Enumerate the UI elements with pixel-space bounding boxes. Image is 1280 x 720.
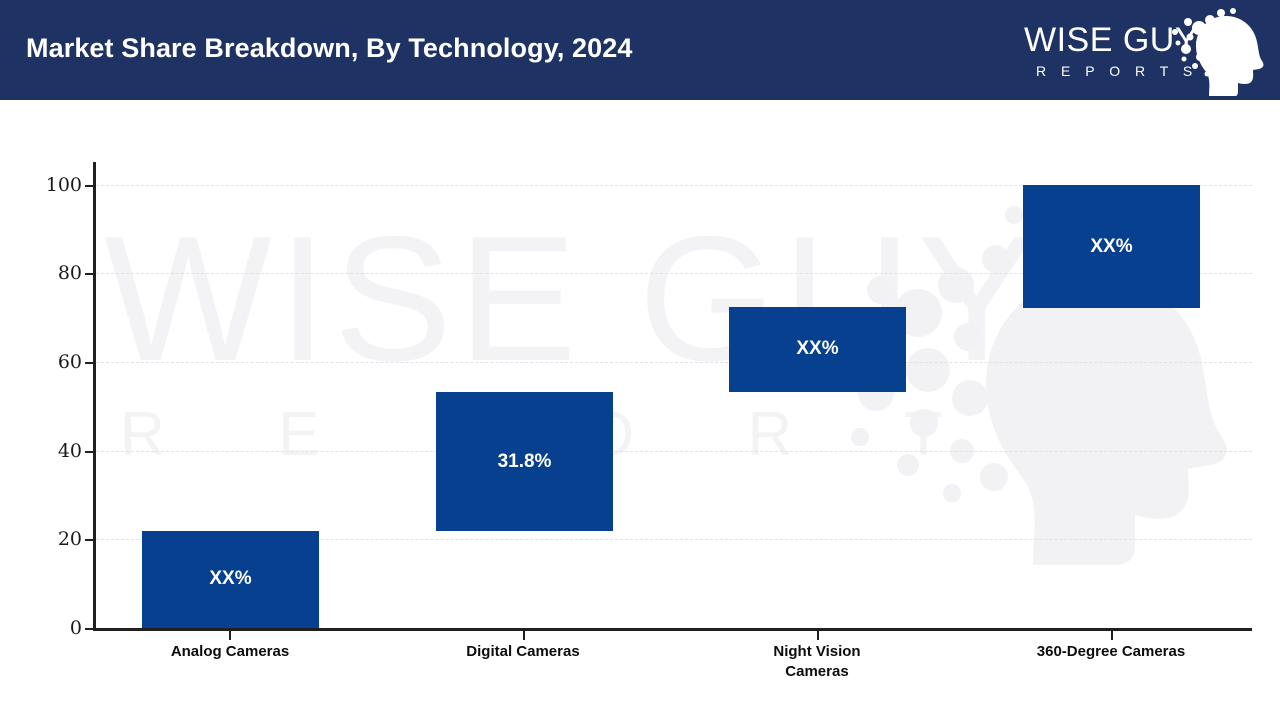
chart-container: WISE GUY R E P O R T S 10 [0, 100, 1280, 720]
xtick-label-analog-cameras: Analog Cameras [170, 643, 290, 660]
ytick-mark-100 [85, 185, 94, 187]
xtick-label-360-degree-cameras: 360-Degree Cameras [1036, 643, 1186, 660]
xtick-label-night-vision-cameras: Night Vision Cameras [692, 642, 942, 682]
header-bar: Market Share Breakdown, By Technology, 2… [0, 0, 1280, 100]
y-axis-line [93, 162, 96, 630]
ytick-mark-60 [85, 362, 94, 364]
ytick-label-20: 20 [57, 528, 82, 550]
logo-wordmark-primary: WISE GUY [1024, 21, 1198, 59]
ytick-mark-0 [85, 628, 94, 630]
ytick-mark-80 [85, 273, 94, 275]
xtick-mark-digital-cameras [523, 631, 525, 640]
ytick-label-0: 0 [69, 617, 82, 639]
bar-label-analog-cameras: XX% [209, 568, 252, 589]
xtick-mark-analog-cameras [229, 631, 231, 640]
bar-night-vision-cameras[interactable]: XX% [729, 307, 906, 392]
logo-wordmark-secondary: R E P O R T S [1036, 63, 1198, 79]
wise-guy-reports-logo: WISE GUY R E P O R T S [1024, 8, 1264, 96]
page-title: Market Share Breakdown, By Technology, 2… [26, 33, 633, 63]
x-axis-line [93, 628, 1252, 631]
xtick-mark-night-vision-cameras [817, 631, 819, 640]
logo-head-icon [1172, 8, 1264, 96]
bar-label-360-degree-cameras: XX% [1090, 236, 1133, 257]
ytick-label-80: 80 [57, 262, 82, 284]
ytick-mark-40 [85, 451, 94, 453]
xtick-mark-360-degree-cameras [1111, 631, 1113, 640]
bar-digital-cameras[interactable]: 31.8% [436, 392, 613, 531]
ytick-mark-20 [85, 539, 94, 541]
bar-analog-cameras[interactable]: XX% [142, 531, 319, 628]
ytick-label-40: 40 [57, 440, 82, 462]
xtick-label-digital-cameras: Digital Cameras [466, 643, 580, 660]
bar-label-digital-cameras: 31.8% [497, 451, 552, 472]
ytick-label-60: 60 [57, 351, 82, 373]
xtick-label-night-vision-cameras-line2: Cameras [785, 663, 849, 680]
gridline-60 [96, 362, 1252, 363]
gridline-80 [96, 273, 1252, 274]
bar-360-degree-cameras[interactable]: XX% [1023, 185, 1200, 308]
gridline-40 [96, 451, 1252, 452]
gridline-100 [96, 185, 1252, 186]
ytick-label-100: 100 [45, 174, 82, 196]
xtick-label-night-vision-cameras-line1: Night Vision [773, 643, 861, 660]
bar-label-night-vision-cameras: XX% [796, 338, 839, 359]
gridline-20 [96, 539, 1252, 540]
plot-area: 100 80 60 40 20 0 XX% 31.8% XX% XX% [0, 100, 1280, 720]
